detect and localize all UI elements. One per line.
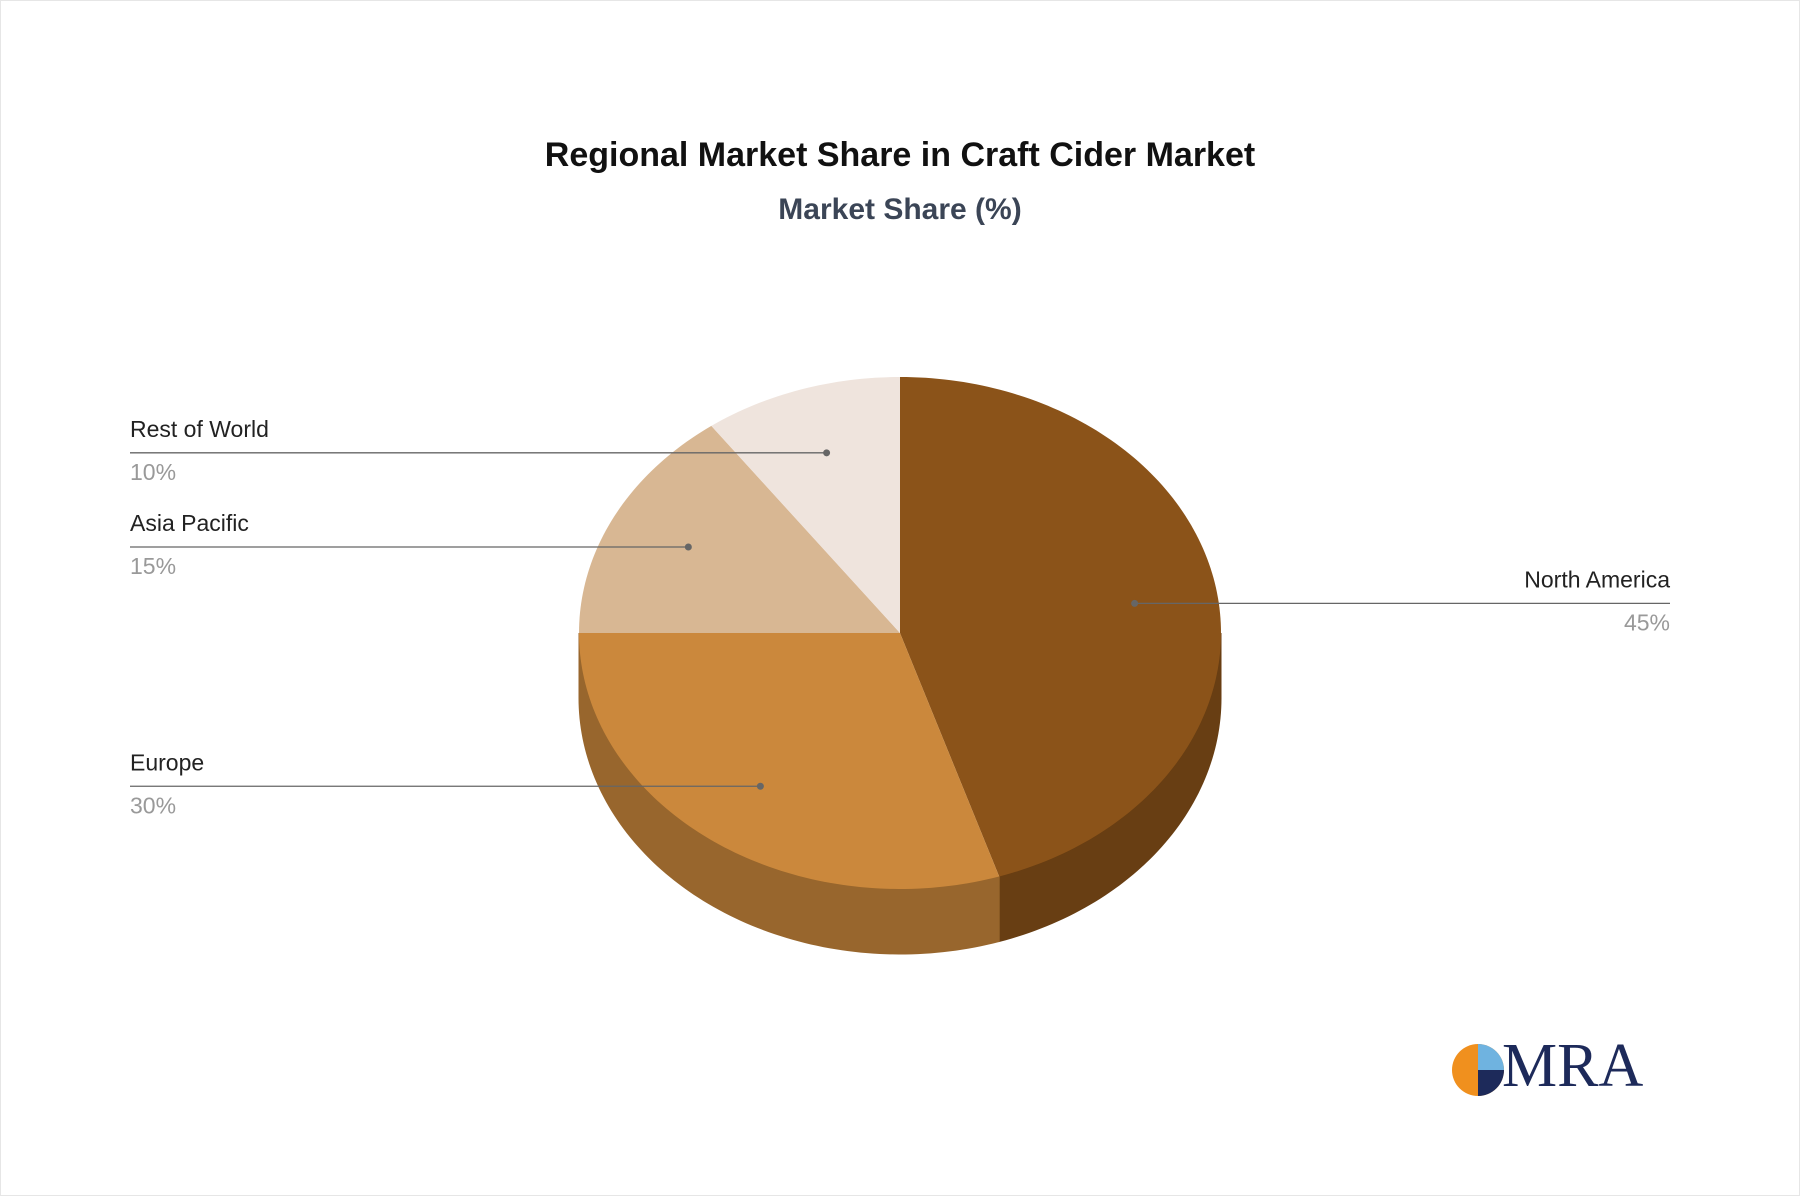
logo-text: MRA xyxy=(1502,1032,1643,1100)
slice-value-label: 10% xyxy=(130,459,176,485)
slice-label: North America xyxy=(1524,566,1670,592)
slice-label: Rest of World xyxy=(130,416,269,442)
leader-dot xyxy=(1131,599,1139,607)
slice-value-label: 30% xyxy=(130,792,176,818)
slice xyxy=(579,633,1000,889)
slice xyxy=(900,377,1221,877)
chart-subtitle: Market Share (%) xyxy=(778,193,1021,226)
logo: MRA xyxy=(1452,1032,1643,1100)
leader-dot xyxy=(756,782,764,790)
slice-label: Asia Pacific xyxy=(130,510,249,536)
logo-icon-part xyxy=(1478,1070,1504,1096)
chart-title: Regional Market Share in Craft Cider Mar… xyxy=(545,136,1255,174)
slice-label: Europe xyxy=(130,749,204,775)
slice-value-label: 15% xyxy=(130,553,176,579)
slice-value-label: 45% xyxy=(1624,609,1670,635)
leader-dot xyxy=(823,449,831,457)
leader-dot xyxy=(684,543,692,551)
logo-icon-part xyxy=(1478,1044,1504,1070)
slice xyxy=(579,425,900,633)
slice xyxy=(711,377,900,633)
